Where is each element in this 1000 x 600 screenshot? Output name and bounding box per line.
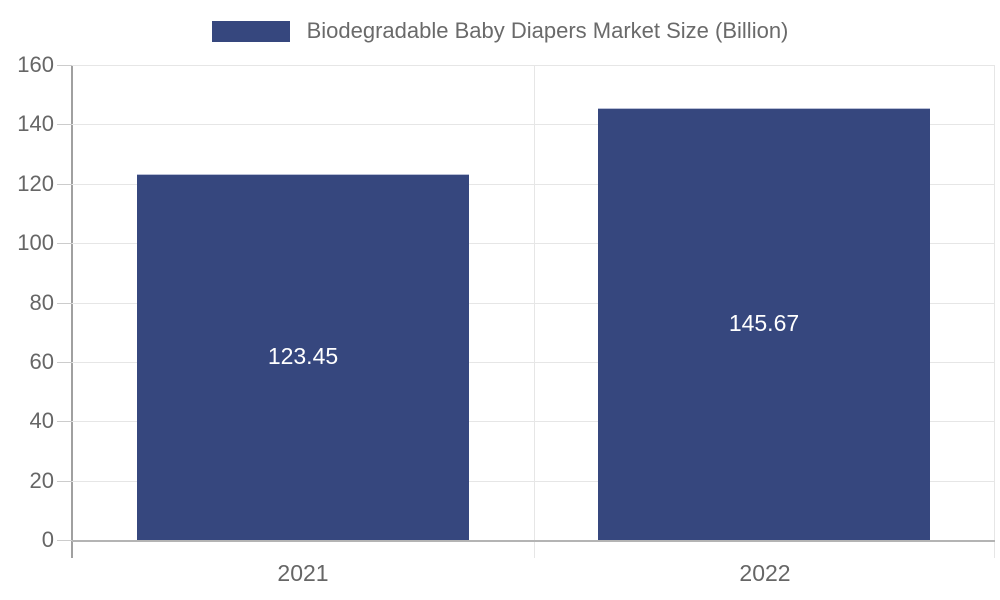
gridline [72, 302, 995, 304]
gridline [72, 65, 995, 66]
y-axis-tick [57, 361, 72, 363]
y-tick-label: 0 [41, 527, 54, 552]
y-axis-tick [57, 480, 72, 482]
bar-value-label: 145.67 [728, 310, 800, 336]
y-tick-label: 120 [17, 170, 54, 196]
y-tick-label: 160 [17, 52, 54, 77]
y-tick-label: 140 [17, 111, 54, 137]
gridline [72, 243, 995, 245]
y-axis-tick [57, 540, 72, 541]
y-axis-tick [57, 243, 72, 245]
category-boundary-line [534, 65, 535, 558]
legend-label: Biodegradable Baby Diapers Market Size (… [306, 18, 789, 43]
bar[interactable] [598, 107, 930, 540]
y-tick-label: 20 [29, 467, 54, 493]
gridline [72, 361, 995, 363]
y-tick-label: 60 [29, 348, 54, 374]
bar[interactable] [137, 173, 469, 540]
y-axis-tick [57, 124, 72, 126]
gridline [72, 183, 995, 185]
y-axis-tick [57, 65, 72, 66]
x-tick-label: 2021 [277, 560, 329, 586]
y-tick-label: 80 [29, 289, 54, 315]
legend-swatch-icon [211, 20, 290, 42]
category-boundary-line [994, 65, 995, 558]
gridline [72, 421, 995, 423]
y-axis-tick [57, 302, 72, 304]
y-axis-tick [57, 421, 72, 423]
bar-value-label: 123.45 [267, 343, 339, 369]
x-axis-line [72, 540, 995, 542]
gridline [72, 124, 995, 126]
x-tick-label: 2022 [739, 560, 791, 586]
y-tick-label: 40 [29, 408, 54, 434]
y-tick-label: 100 [17, 230, 54, 256]
plot-area [72, 65, 995, 558]
gridline [72, 480, 995, 482]
legend[interactable]: Biodegradable Baby Diapers Market Size (… [0, 12, 1000, 50]
y-axis-line [71, 65, 73, 558]
y-axis-tick [57, 183, 72, 185]
